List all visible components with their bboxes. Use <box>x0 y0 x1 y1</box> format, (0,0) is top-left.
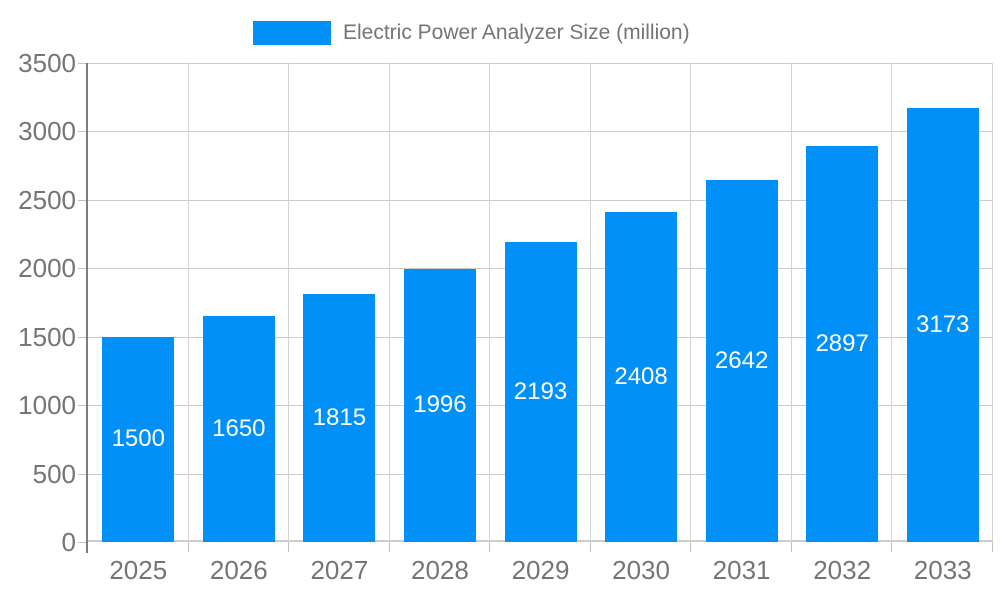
y-tick-label: 3500 <box>18 48 76 78</box>
h-gridline <box>88 63 993 64</box>
v-gridline <box>992 63 993 542</box>
plot-area: 1500 1650 1815 1996 2193 2408 2642 2897 3173 <box>78 63 993 553</box>
x-axis-tick <box>690 542 692 552</box>
y-axis-tick <box>78 63 86 64</box>
bar-2028[interactable]: 1996 <box>403 268 476 542</box>
y-axis-tick <box>78 473 86 475</box>
v-gridline <box>489 63 491 542</box>
y-axis-tick <box>78 542 86 543</box>
x-axis-tick <box>589 542 591 552</box>
y-axis-tick <box>78 199 86 201</box>
y-tick-label: 1000 <box>18 390 76 421</box>
h-gridline <box>88 199 993 201</box>
bar-2027[interactable]: 1815 <box>303 293 376 542</box>
y-tick-label: 500 <box>32 458 76 489</box>
v-gridline <box>388 63 390 542</box>
x-tick-label: 2029 <box>511 555 570 585</box>
v-gridline <box>690 63 692 542</box>
x-tick-label: 2026 <box>209 555 268 585</box>
x-tick-label: 2028 <box>411 555 469 585</box>
bar-value-label: 1650 <box>212 415 266 443</box>
x-axis-tick <box>187 542 189 552</box>
x-axis-tick <box>992 542 993 552</box>
x-axis-tick <box>388 542 390 552</box>
bar-2031[interactable]: 2642 <box>705 180 778 542</box>
bar-value-label: 2193 <box>513 377 568 405</box>
legend-label: Electric Power Analyzer Size (million) <box>343 21 690 44</box>
y-tick-label: 2000 <box>18 253 76 284</box>
v-gridline <box>187 63 189 542</box>
v-gridline <box>891 63 893 542</box>
x-axis-tick <box>790 542 792 552</box>
bar-2025[interactable]: 1500 <box>102 336 175 542</box>
bar-2026[interactable]: 1650 <box>202 316 275 542</box>
y-tick-label: 1500 <box>18 321 76 352</box>
x-axis-tick <box>489 542 491 552</box>
y-tick-label: 3000 <box>18 116 76 147</box>
bar-value-label: 2642 <box>714 347 769 375</box>
x-tick-label: 2025 <box>109 555 168 585</box>
bar-value-label: 2408 <box>614 363 668 391</box>
v-gridline <box>589 63 591 542</box>
y-axis-tick <box>78 405 86 407</box>
bar-value-label: 3173 <box>916 310 970 338</box>
v-gridline <box>288 63 290 542</box>
v-gridline <box>790 63 792 542</box>
x-tick-label: 2032 <box>813 555 872 585</box>
bar-value-label: 2897 <box>815 329 869 357</box>
bar-2033[interactable]: 3173 <box>906 107 979 542</box>
bar-value-label: 1815 <box>312 403 367 431</box>
bar-2029[interactable]: 2193 <box>504 241 577 542</box>
x-tick-label: 2027 <box>310 555 369 585</box>
y-tick-label: 2500 <box>18 184 76 215</box>
h-gridline <box>88 131 993 133</box>
y-axis-tick <box>78 268 86 270</box>
y-tick-label: 0 <box>61 527 76 557</box>
x-axis-tick <box>288 542 290 552</box>
y-axis-tick <box>78 336 86 338</box>
legend-item[interactable]: Electric Power Analyzer Size (million) <box>253 20 690 46</box>
x-tick-label: 2030 <box>612 555 670 585</box>
legend-swatch <box>253 21 331 45</box>
x-axis-tick <box>891 542 893 552</box>
x-tick-label: 2031 <box>712 555 771 585</box>
x-tick-label: 2033 <box>913 555 972 585</box>
y-axis-line <box>86 63 88 553</box>
bar-2030[interactable]: 2408 <box>605 212 678 542</box>
bar-2032[interactable]: 2897 <box>806 145 879 542</box>
bar-value-label: 1500 <box>111 425 165 453</box>
bar-value-label: 1996 <box>413 391 467 419</box>
y-axis-tick <box>78 131 86 133</box>
